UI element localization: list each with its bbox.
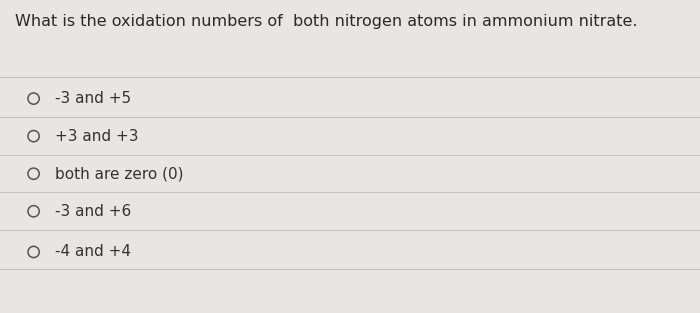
Text: both are zero (0): both are zero (0)	[55, 166, 183, 181]
Text: -3 and +6: -3 and +6	[55, 204, 131, 219]
Text: What is the oxidation numbers of  both nitrogen atoms in ammonium nitrate.: What is the oxidation numbers of both ni…	[15, 14, 638, 29]
Text: -4 and +4: -4 and +4	[55, 244, 131, 259]
Text: -3 and +5: -3 and +5	[55, 91, 131, 106]
Text: +3 and +3: +3 and +3	[55, 129, 138, 144]
